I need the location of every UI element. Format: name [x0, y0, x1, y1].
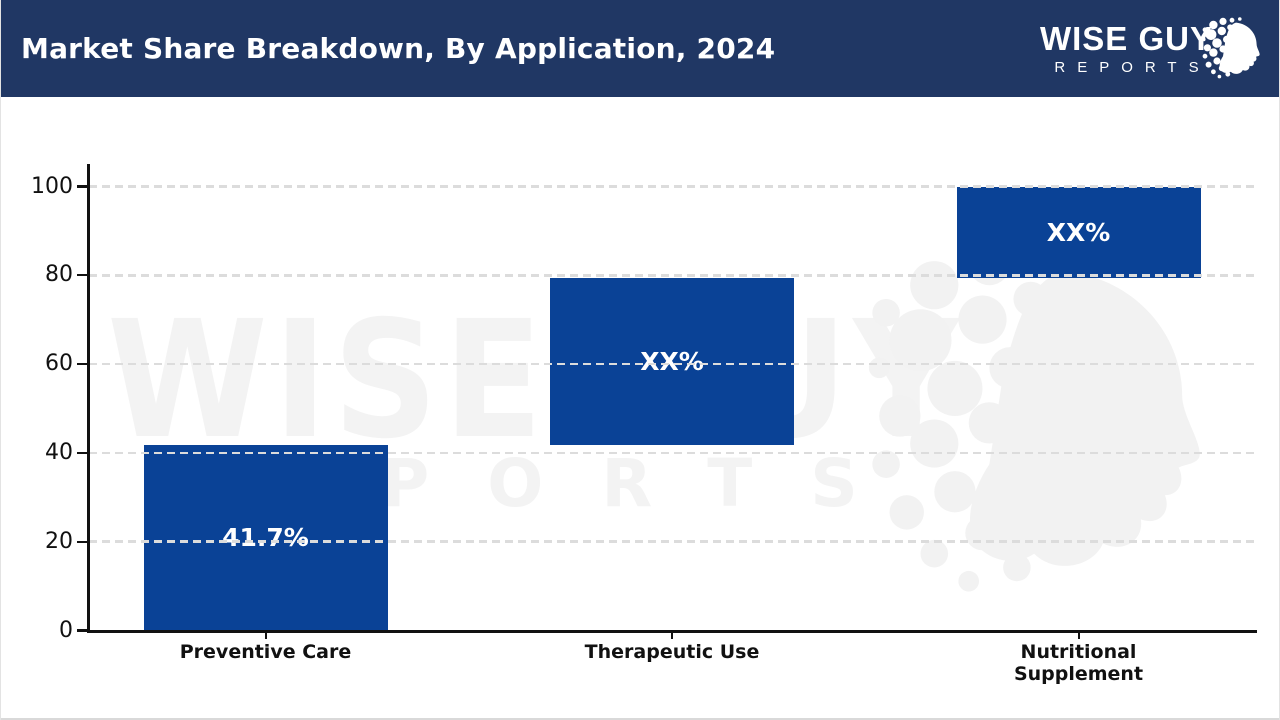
bar-1: 41.7% [143, 445, 388, 631]
bottom-rule [1, 718, 1279, 720]
y-tick-60 [77, 362, 87, 366]
y-tick-label-80: 80 [45, 262, 73, 288]
chart-area: WISE GUY REPORTS 0 20 40 60 80 100 41.7% XX% XX%… [1, 97, 1280, 720]
logo-text: WISE GUY REPORTS [1039, 19, 1213, 76]
wiseguy-logo: WISE GUY REPORTS [1040, 8, 1279, 90]
y-tick-label-100: 100 [31, 173, 73, 199]
x-tick-3 [1077, 631, 1080, 639]
y-tick-20 [77, 540, 87, 543]
y-tick-0 [77, 629, 87, 632]
category-label-2: Therapeutic Use [584, 641, 760, 663]
logo-subtext: REPORTS [1054, 58, 1211, 76]
y-tick-label-60: 60 [45, 351, 73, 377]
y-tick-100 [77, 185, 87, 188]
y-tick-80 [77, 274, 87, 277]
bar-3: XX% [956, 186, 1201, 278]
watermark-wordmark: WISE GUY [107, 287, 965, 475]
head-profile-dots-icon [1202, 16, 1260, 78]
header-bar: Market Share Breakdown, By Application, … [1, 0, 1279, 97]
bar-label-3: XX% [1046, 217, 1111, 247]
y-tick-label-20: 20 [45, 528, 73, 554]
bar-label-2: XX% [640, 347, 704, 377]
logo-wordmark: WISE GUY [1039, 19, 1213, 57]
gridline-100 [89, 185, 1256, 188]
gridline-80 [89, 274, 1256, 277]
y-tick-label-0: 0 [59, 617, 73, 643]
chart-title: Market Share Breakdown, By Application, … [21, 32, 776, 65]
gridline-20 [89, 540, 1256, 543]
bar-label-1: 41.7% [222, 523, 309, 553]
y-tick-40 [77, 451, 87, 455]
gridline-40 [89, 451, 1256, 455]
x-tick-2 [671, 631, 673, 639]
bar-2: XX% [550, 277, 794, 446]
category-label-3: Nutritional Supplement [1013, 641, 1144, 685]
y-axis-line [87, 164, 90, 631]
x-tick-1 [264, 631, 267, 639]
y-tick-label-40: 40 [45, 439, 73, 465]
gridline-60 [89, 362, 1256, 366]
category-label-1: Preventive Care [179, 641, 352, 663]
